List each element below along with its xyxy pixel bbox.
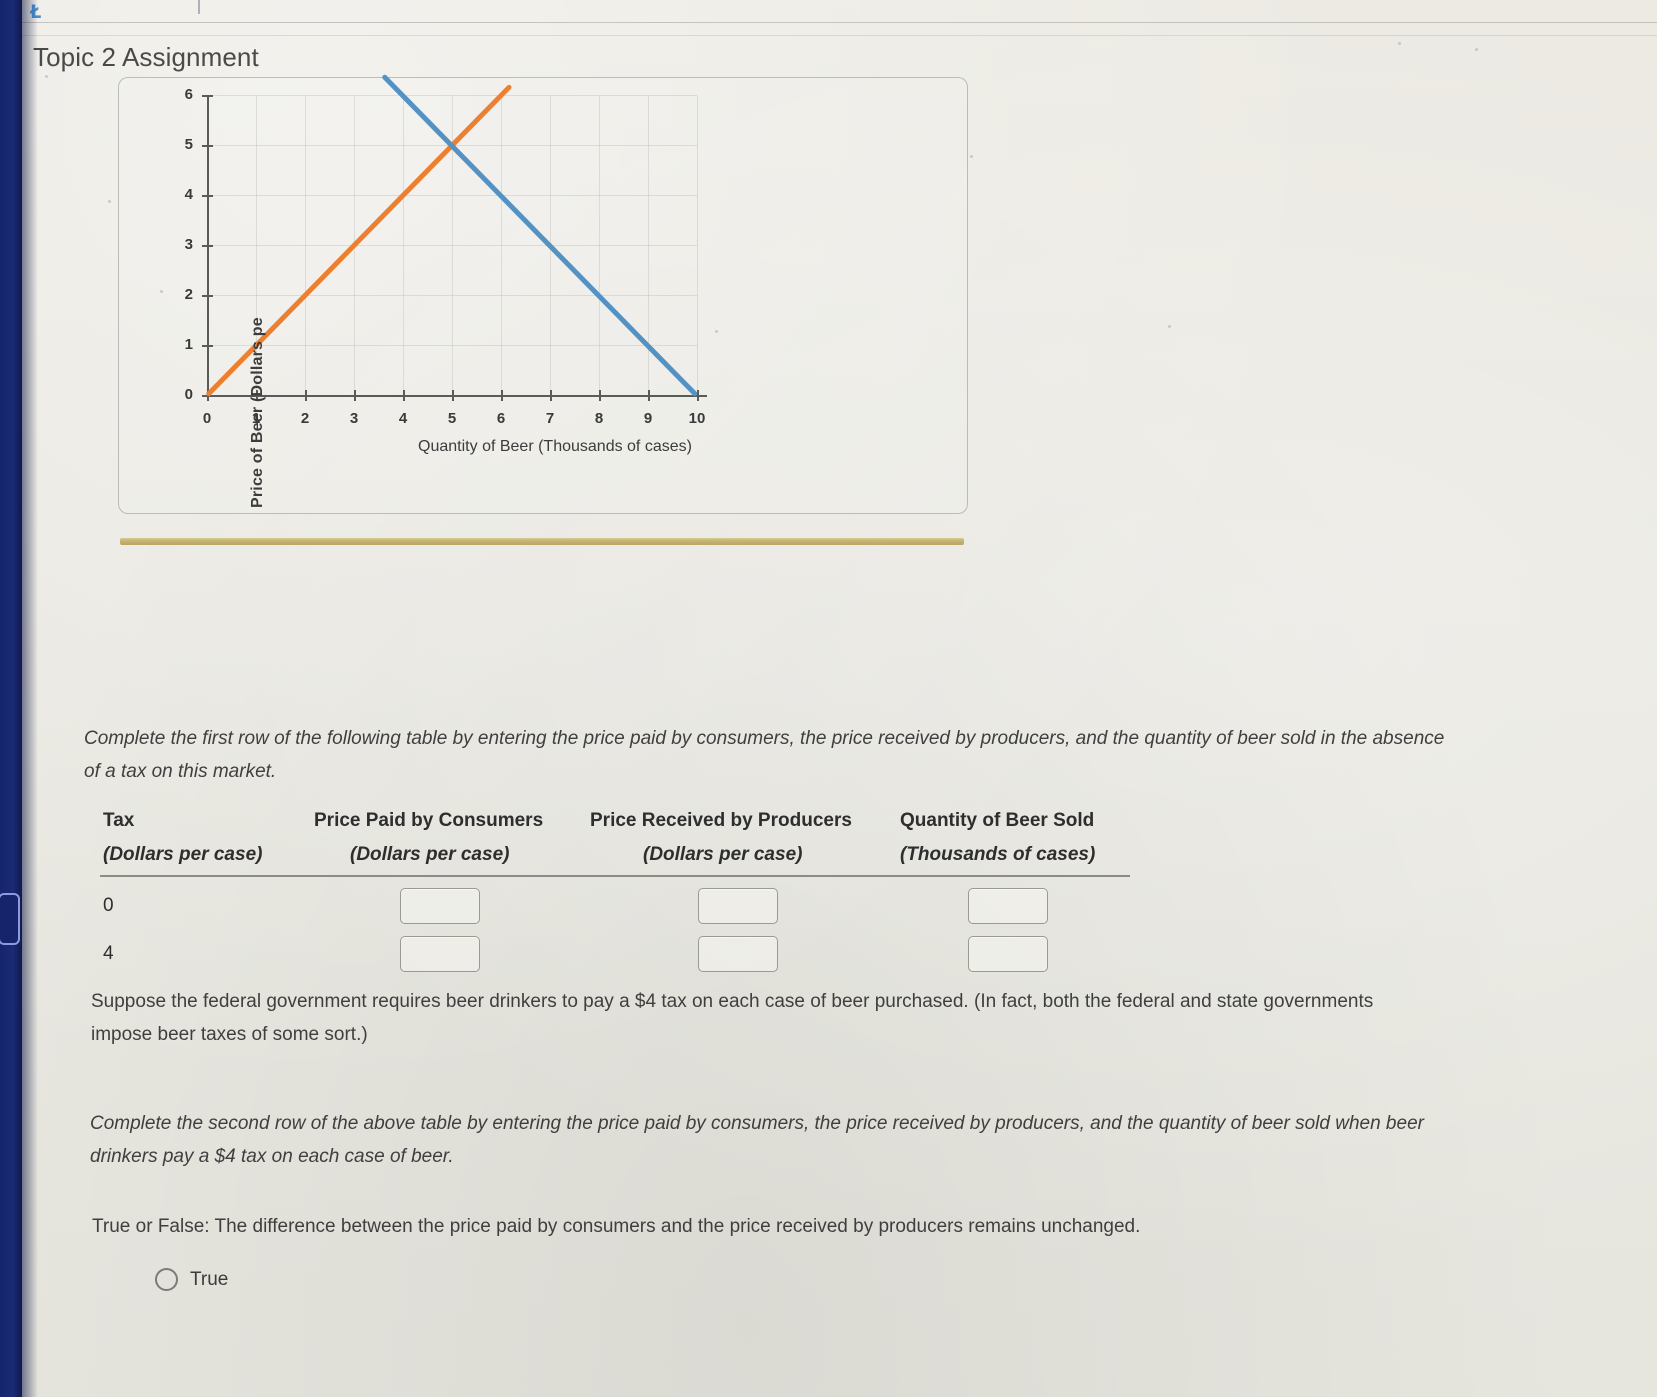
chart-y-tick-label: 1 — [184, 336, 193, 353]
row-tax-value-0: 0 — [103, 895, 114, 916]
header-price-paid: Price Paid by Consumers — [314, 810, 544, 831]
browser-chrome-hairline-2 — [22, 35, 1657, 36]
chart-x-tick — [648, 390, 650, 401]
browser-chrome-divider — [198, 0, 200, 14]
radio-unchecked-icon[interactable] — [155, 1268, 178, 1291]
instruction-first-row: Complete the first row of the following … — [84, 728, 1445, 782]
chart-series-demand — [381, 73, 699, 397]
header-quantity-units: (Thousands of cases) — [900, 844, 1096, 865]
app-left-rail — [0, 0, 22, 1397]
chart-x-tick-label: 0 — [202, 410, 212, 427]
chart-x-tick-label: 7 — [545, 410, 555, 427]
chart-x-tick-label: 10 — [688, 410, 706, 427]
input-price-paid-row1[interactable] — [400, 936, 480, 972]
table-row: 0 — [100, 888, 1130, 929]
supply-demand-chart: 0 1 2 3 4 5 6 7 8 9 10 0 1 2 3 4 5 6 Price of Beer (Dolla… — [119, 73, 967, 513]
chart-y-tick-label: 2 — [184, 286, 193, 303]
input-quantity-row0[interactable] — [968, 888, 1048, 924]
chart-y-tick-label: 5 — [184, 136, 193, 153]
chart-x-tick — [501, 390, 503, 401]
chart-y-tick-label: 0 — [184, 386, 193, 403]
chart-gridline-vertical — [403, 96, 404, 396]
page-title: Topic 2 Assignment — [33, 42, 259, 72]
chart-gridline-horizontal — [207, 95, 697, 96]
input-price-received-row1[interactable] — [698, 936, 778, 972]
chart-x-tick — [452, 390, 454, 401]
table-header-rule — [100, 875, 1130, 877]
chart-plot-area: 0 1 2 3 4 5 6 7 8 9 10 0 1 2 3 4 5 6 — [119, 73, 967, 513]
question-true-false: True or False: The difference between th… — [92, 1216, 1141, 1237]
chart-card: 0 1 2 3 4 5 6 7 8 9 10 0 1 2 3 4 5 6 Price of Beer (Dolla… — [118, 73, 968, 514]
header-price-received: Price Received by Producers — [590, 810, 852, 831]
answer-option-true-label: True — [190, 1268, 229, 1290]
header-price-paid-units: (Dollars per case) — [350, 844, 510, 865]
chart-x-tick-label: 2 — [300, 410, 310, 427]
chart-gridline-vertical — [648, 96, 649, 396]
chart-y-tick-label: 3 — [184, 236, 193, 253]
header-quantity: Quantity of Beer Sold — [900, 810, 1095, 831]
chart-y-tick — [202, 295, 213, 297]
table-row: 4 — [100, 936, 1130, 977]
chart-y-tick — [202, 145, 213, 147]
chart-y-tick-label: 4 — [184, 186, 193, 203]
chart-x-axis — [207, 395, 707, 397]
chart-gridline-horizontal — [207, 345, 697, 346]
chart-gridline-vertical — [305, 96, 306, 396]
tax-table: Tax (Dollars per case) Price Paid by Con… — [100, 808, 1130, 977]
chart-y-tick-label: 6 — [184, 86, 193, 103]
instruction-second-row: Complete the second row of the above tab… — [90, 1113, 1424, 1167]
chart-x-tick-label: 4 — [398, 410, 408, 427]
chart-gridline-vertical — [256, 96, 257, 396]
browser-chrome-hairline — [22, 22, 1657, 23]
input-price-paid-row0[interactable] — [400, 888, 480, 924]
header-tax: Tax — [103, 810, 135, 831]
chart-x-tick — [256, 390, 258, 401]
chart-x-tick — [599, 390, 601, 401]
chart-x-tick — [305, 390, 307, 401]
chart-y-tick — [202, 195, 213, 197]
chart-x-tick-label: 9 — [643, 410, 653, 427]
header-price-received-units: (Dollars per case) — [643, 844, 803, 865]
instruction-tax-note: Suppose the federal government requires … — [91, 991, 1374, 1045]
rail-indicator-chip[interactable] — [0, 893, 20, 945]
chart-x-tick — [550, 390, 552, 401]
answer-option-true[interactable]: True — [155, 1268, 228, 1291]
input-price-received-row0[interactable] — [698, 888, 778, 924]
chart-y-tick — [202, 345, 213, 347]
chart-gridline-horizontal — [207, 245, 697, 246]
chart-gridline-vertical — [501, 96, 502, 396]
chart-y-tick — [202, 95, 213, 97]
table-header-row: Tax (Dollars per case) Price Paid by Con… — [100, 808, 1130, 877]
header-tax-units: (Dollars per case) — [103, 844, 263, 865]
chart-x-tick-label: 8 — [594, 410, 604, 427]
chart-x-tick — [354, 390, 356, 401]
chart-x-tick-label: 5 — [447, 410, 457, 427]
app-left-rail-shadow — [22, 0, 38, 1397]
chart-gridline-horizontal — [207, 195, 697, 196]
row-tax-value-1: 4 — [103, 943, 114, 964]
chart-x-tick-label: 6 — [496, 410, 506, 427]
input-quantity-row1[interactable] — [968, 936, 1048, 972]
x-axis-label: Quantity of Beer (Thousands of cases) — [418, 438, 692, 455]
chart-gridline-vertical — [697, 96, 698, 396]
chart-x-tick-label: 3 — [349, 410, 359, 427]
chart-gridline-vertical — [599, 96, 600, 396]
chart-x-tick — [403, 390, 405, 401]
chart-y-tick — [202, 245, 213, 247]
chart-gridline-vertical — [452, 96, 453, 396]
chart-x-tick — [697, 390, 699, 401]
y-axis-label: Price of Beer (Dollars pe — [249, 317, 266, 508]
chart-x-tick-label: 1 — [251, 410, 261, 427]
chart-gridline-horizontal — [207, 295, 697, 296]
section-divider — [120, 538, 964, 545]
